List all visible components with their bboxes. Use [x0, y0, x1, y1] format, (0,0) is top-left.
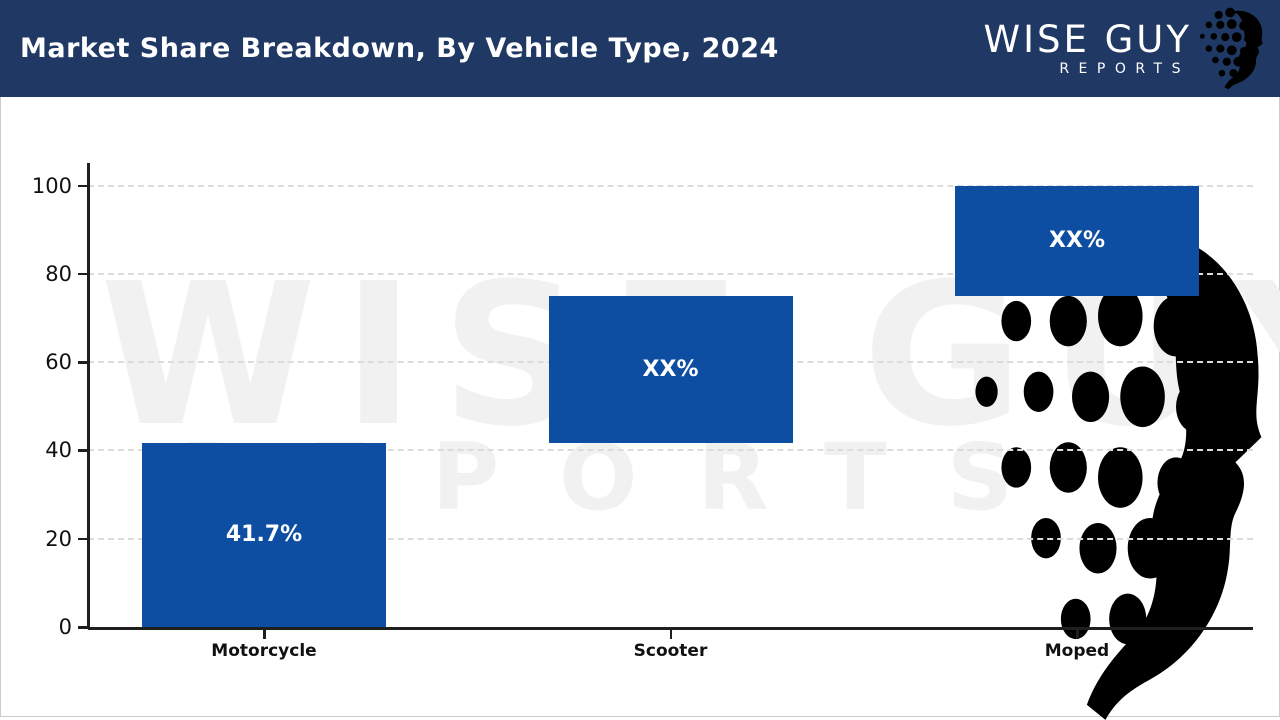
y-tick-80 — [78, 272, 87, 276]
header: Market Share Breakdown, By Vehicle Type,… — [0, 0, 1280, 97]
bar-value-label: XX% — [642, 356, 699, 382]
y-tick-label-0: 0 — [58, 615, 72, 639]
y-tick-60 — [78, 361, 87, 364]
wiseguy-logo: WISE GUY REPORTS — [984, 6, 1270, 92]
bar-value-label: XX% — [1049, 228, 1105, 254]
logo-wordmark: WISE GUY REPORTS — [984, 21, 1192, 76]
bar-value-label: 41.7% — [225, 522, 303, 548]
y-axis-line — [87, 163, 90, 629]
x-label-motorcycle: Motorcycle — [211, 641, 317, 661]
gridline-y80 — [88, 272, 1253, 275]
logo-line1: WISE GUY — [983, 18, 1192, 61]
bar-motorcycle: 41.7% — [142, 442, 386, 627]
bar-scooter: XX% — [548, 295, 793, 443]
x-tick-moped — [1076, 629, 1079, 639]
x-label-scooter: Scooter — [633, 641, 708, 661]
y-tick-100 — [78, 184, 87, 187]
logo-line2: REPORTS — [1059, 61, 1190, 77]
y-tick-20 — [78, 537, 87, 541]
bar-moped: XX% — [955, 185, 1199, 296]
y-tick-label-40: 40 — [45, 438, 72, 463]
gridline-y40 — [88, 449, 1253, 452]
y-tick-40 — [78, 449, 87, 452]
x-tick-motorcycle — [263, 629, 266, 639]
gridline-y100 — [88, 184, 1253, 187]
page-title: Market Share Breakdown, By Vehicle Type,… — [20, 33, 779, 64]
wiseguy-face-icon — [1199, 7, 1263, 90]
x-tick-scooter — [669, 629, 672, 639]
y-tick-label-100: 100 — [31, 173, 72, 198]
x-label-moped: Moped — [1044, 641, 1110, 661]
y-tick-label-60: 60 — [45, 350, 72, 375]
x-axis-line — [88, 627, 1253, 630]
y-tick-0 — [78, 626, 87, 629]
y-tick-label-80: 80 — [45, 261, 72, 286]
gridline-y20 — [88, 537, 1253, 540]
y-tick-label-20: 20 — [45, 526, 72, 551]
